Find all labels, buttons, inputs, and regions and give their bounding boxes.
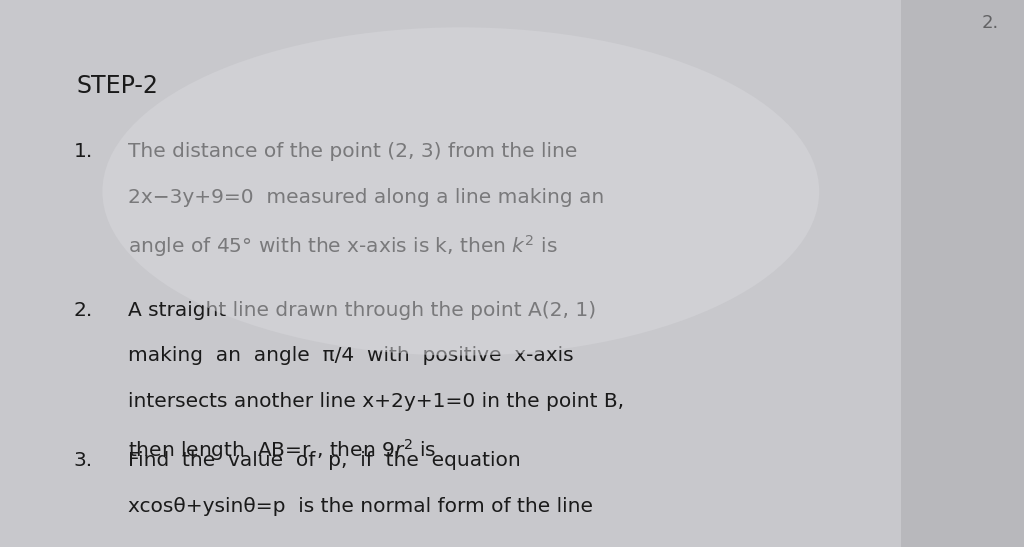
Text: 2.: 2.	[74, 301, 93, 320]
Text: xcosθ+ysinθ=p  is the normal form of the line: xcosθ+ysinθ=p is the normal form of the …	[128, 497, 593, 516]
Ellipse shape	[102, 27, 819, 356]
Text: 2x−3y+9=0  measured along a line making an: 2x−3y+9=0 measured along a line making a…	[128, 188, 604, 207]
Text: STEP-2: STEP-2	[77, 74, 159, 98]
Text: 2.: 2.	[981, 14, 998, 32]
Text: intersects another line x+2y+1=0 in the point B,: intersects another line x+2y+1=0 in the …	[128, 392, 624, 411]
Bar	[901, 0, 1024, 547]
Text: 1.: 1.	[74, 142, 93, 161]
Text: 3.: 3.	[74, 451, 93, 470]
Text: then length  AB=r , then $9r^2$ is: then length AB=r , then $9r^2$ is	[128, 437, 436, 463]
Text: angle of 45° with the x-axis is k, then $k^2$ is: angle of 45° with the x-axis is k, then …	[128, 233, 558, 259]
Text: The distance of the point (2, 3) from the line: The distance of the point (2, 3) from th…	[128, 142, 578, 161]
Text: Find  the  value  of  p,  if  the  equation: Find the value of p, if the equation	[128, 451, 521, 470]
Text: A straight line drawn through the point A(2, 1): A straight line drawn through the point …	[128, 301, 596, 320]
Text: making  an  angle  π/4  with  positive  x-axis: making an angle π/4 with positive x-axis	[128, 346, 573, 365]
